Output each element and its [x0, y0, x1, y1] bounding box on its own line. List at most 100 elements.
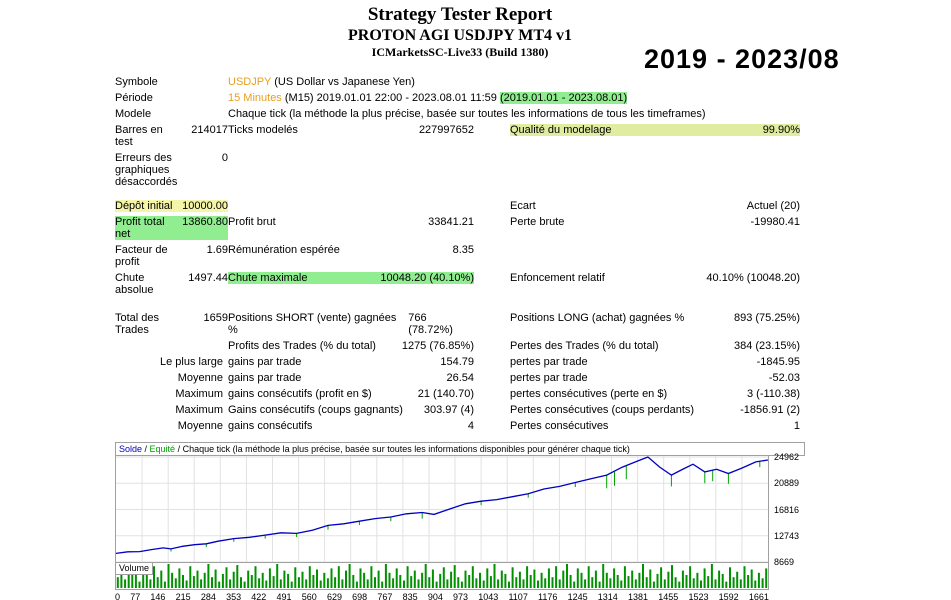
server-build: ICMarketsSC-Live33 (Build 1380) [371, 45, 549, 59]
row-label: Dépôt initial [115, 200, 173, 212]
row-moyenne-consec: Moyenne gains consécutifs 4 Pertes consé… [115, 418, 805, 434]
absolute-drawdown-cell: Chute absolue 1497.44 [115, 272, 228, 296]
consec-profit-label: Gains consécutifs (coups gagnants) [228, 404, 403, 416]
y-axis-label: 12743 [774, 530, 800, 541]
gross-loss-value: -19980.41 [750, 216, 800, 228]
row-plus-large: Le plus large gains par trade 154.79 per… [115, 354, 805, 370]
x-axis-label: 1523 [688, 592, 709, 600]
net-profit-cell: Profit total net 13860.80 [115, 216, 228, 240]
gross-profit-cell: Profit brut 33841.21 [228, 216, 474, 228]
label-cell: Erreurs des graphiques désaccordés 0 [115, 152, 228, 188]
x-axis-label: 1455 [658, 592, 679, 600]
period-range: (M15) 2019.01.01 22:00 - 2023.08.01 11:5… [281, 92, 500, 104]
consec-losses-cell: pertes consécutives (perte en $) 3 (-110… [510, 388, 800, 400]
absolute-drawdown-value: 1497.44 [188, 272, 228, 284]
plot-box [115, 456, 769, 563]
x-axis-label: 491 [276, 592, 292, 600]
ticks-cell: Ticks modelés 227997652 [228, 124, 474, 136]
label-cell: Barres en test 214017 [115, 124, 228, 148]
row-symbole: Symbole USDJPY (US Dollar vs Japanese Ye… [115, 74, 805, 90]
y-axis-label: 20889 [774, 478, 800, 489]
symbol-value: USDJPY (US Dollar vs Japanese Yen) [228, 76, 415, 88]
average-profit-value: 26.54 [446, 372, 474, 384]
largest-loss-cell: pertes par trade -1845.95 [510, 356, 800, 368]
report-header: Strategy Tester Report PROTON AGI USDJPY… [115, 4, 805, 60]
row-facteur: Facteur de profit 1.69 Rémunération espé… [115, 242, 805, 270]
model-value: Chaque tick (la méthode la plus précise,… [228, 108, 706, 120]
row-label: Total des Trades [115, 312, 160, 336]
short-positions-value: 766 (78.72%) [408, 312, 453, 336]
maximum-label-cell: Maximum [175, 404, 223, 416]
x-axis-label: 560 [301, 592, 317, 600]
relative-drawdown-label: Enfoncement relatif [510, 272, 605, 284]
consec-wins-value: 21 (140.70) [417, 388, 474, 400]
deposit-value: 10000.00 [182, 200, 228, 212]
row-profits-pertes: Profits des Trades (% du total) 1275 (76… [115, 338, 805, 354]
long-positions-cell: Positions LONG (achat) gagnées % 893 (75… [510, 312, 800, 324]
consec-profit-value: 303.97 (4) [423, 404, 474, 416]
loss-trades-label: Pertes des Trades (% du total) [510, 340, 659, 352]
spread-cell: Ecart Actuel (20) [510, 200, 800, 212]
ticks-label: Ticks modelés [228, 124, 298, 136]
consec-profit-cell: Gains consécutifs (coups gagnants) 303.9… [228, 404, 474, 416]
average-loss-label: pertes par trade [510, 372, 588, 384]
chart-plot-area: 24962 20889 16816 12743 8669 [115, 452, 805, 567]
row-profit-net: Profit total net 13860.80 Profit brut 33… [115, 214, 805, 242]
x-axis-labels: 0 77 146 215 284 353 422 491 560 629 698 767 835 904 9… [115, 590, 769, 600]
relative-drawdown-cell: Enfoncement relatif 40.10% (10048.20) [510, 272, 800, 284]
row-barres: Barres en test 214017 Ticks modelés 2279… [115, 122, 805, 150]
x-axis-label: 77 [130, 592, 141, 600]
bars-value: 214017 [191, 124, 228, 136]
row-erreurs: Erreurs des graphiques désaccordés 0 [115, 150, 805, 190]
row-label: Facteur de profit [115, 244, 168, 268]
consec-losses-label: pertes consécutives (perte en $) [510, 388, 668, 400]
y-axis-labels: 24962 20889 16816 12743 8669 [769, 452, 805, 567]
net-profit-value: 13860.80 [182, 216, 228, 228]
x-axis-label: 215 [175, 592, 191, 600]
row-label: Erreurs des graphiques désaccordés [115, 152, 178, 188]
profit-trades-label: Profits des Trades (% du total) [228, 340, 376, 352]
errors-value: 0 [221, 152, 228, 164]
x-axis-label: 904 [427, 592, 443, 600]
avg-consec-wins-label: gains consécutifs [228, 420, 313, 432]
x-axis-label: 0 [115, 592, 121, 600]
label-cell: Modele [115, 108, 228, 120]
maximum-label-cell: Maximum [175, 388, 223, 400]
legend-equity: Equité [149, 444, 176, 454]
row-max-consec: Maximum gains consécutifs (profit en $) … [115, 386, 805, 402]
consec-wins-label: gains consécutifs (profit en $) [228, 388, 372, 400]
average-profit-cell: gains par trade 26.54 [228, 372, 474, 384]
date-range-annotation: 2019 - 2023/08 [644, 44, 840, 74]
balance-curve-svg [116, 456, 768, 562]
max-drawdown-value: 10048.20 (40.10%) [380, 272, 474, 284]
row-trades: Total des Trades 1659 Positions SHORT (v… [115, 310, 805, 338]
report-title: Strategy Tester Report [367, 4, 553, 25]
report-table: Symbole USDJPY (US Dollar vs Japanese Ye… [115, 74, 805, 434]
profit-factor-value: 1.69 [206, 244, 228, 256]
symbol-code: USDJPY [228, 76, 272, 88]
row-max-gains: Maximum Gains consécutifs (coups gagnant… [115, 402, 805, 418]
average-loss-value: -52.03 [768, 372, 800, 384]
largest-profit-label: gains par trade [228, 356, 302, 368]
y-axis-label: 24962 [774, 452, 800, 462]
label-cell: Symbole [115, 76, 228, 88]
x-axis-label: 973 [453, 592, 469, 600]
average-loss-cell: pertes par trade -52.03 [510, 372, 800, 384]
quality-cell: Qualité du modelage 99.90% [510, 124, 800, 136]
largest-loss-label: pertes par trade [510, 356, 588, 368]
x-axis-label: 1107 [508, 592, 528, 600]
avg-consec-losses-value: 1 [793, 420, 800, 432]
expected-payoff-label: Rémunération espérée [228, 244, 340, 256]
legend-balance: Solde [119, 444, 143, 454]
row-label: Modele [115, 108, 152, 120]
gross-loss-label: Perte brute [510, 216, 565, 228]
short-positions-label: Positions SHORT (vente) gagnées % [228, 312, 397, 336]
expert-name: PROTON AGI USDJPY MT4 v1 [347, 27, 572, 44]
long-positions-label: Positions LONG (achat) gagnées % [510, 312, 685, 324]
row-moyenne-trade: Moyenne gains par trade 26.54 pertes par… [115, 370, 805, 386]
symbol-description: (US Dollar vs Japanese Yen) [271, 76, 415, 88]
row-label: Période [115, 92, 153, 104]
average-label-cell: Moyenne [177, 372, 223, 384]
average-label-cell: Moyenne [177, 420, 223, 432]
consec-losses-value: 3 (-110.38) [747, 388, 800, 400]
